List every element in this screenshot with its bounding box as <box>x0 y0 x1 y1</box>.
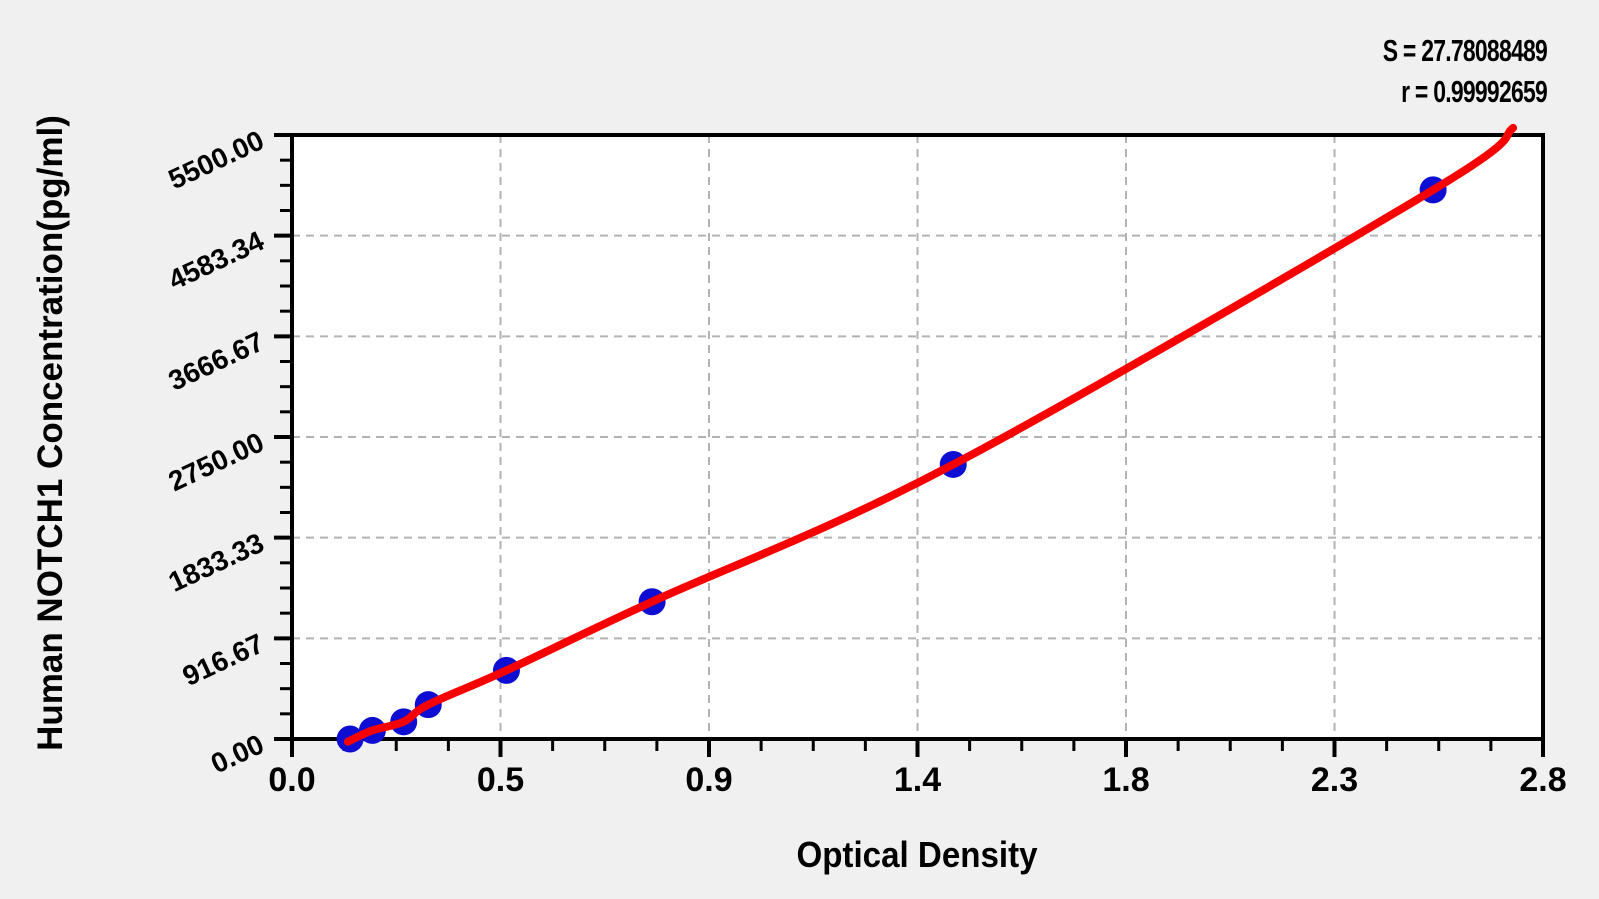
x-tick-label: 0.0 <box>268 761 315 799</box>
y-tick-label: 2750.00 <box>164 426 269 497</box>
y-tick-label: 4583.34 <box>164 225 269 296</box>
plot-border <box>290 133 1545 741</box>
x-tick-label: 0.9 <box>685 761 732 799</box>
x-tick-label: 2.8 <box>1519 761 1566 799</box>
y-axis-title: Human NOTCH1 Concentration(pg/ml) <box>31 115 70 751</box>
y-tick-label: 5500.00 <box>164 124 269 195</box>
x-tick-label: 0.5 <box>477 761 524 799</box>
y-tick-label: 1833.33 <box>164 527 269 598</box>
x-tick-label: 2.3 <box>1311 761 1358 799</box>
standard-curve-line <box>343 123 1518 746</box>
fit-stat-correlation: r = 0.99992659 <box>1401 74 1548 109</box>
fit-stat-slope: S = 27.78088489 <box>1382 33 1548 68</box>
x-axis-title: Optical Density <box>796 834 1038 875</box>
x-tick-label: 1.4 <box>894 761 941 799</box>
y-tick-label: 916.67 <box>178 628 269 692</box>
x-tick-label: 1.8 <box>1102 761 1149 799</box>
y-tick-label: 0.00 <box>206 728 268 779</box>
y-tick-label: 3666.67 <box>164 326 269 397</box>
fit-statistics: S = 27.78088489 r = 0.99992659 <box>1382 30 1548 112</box>
